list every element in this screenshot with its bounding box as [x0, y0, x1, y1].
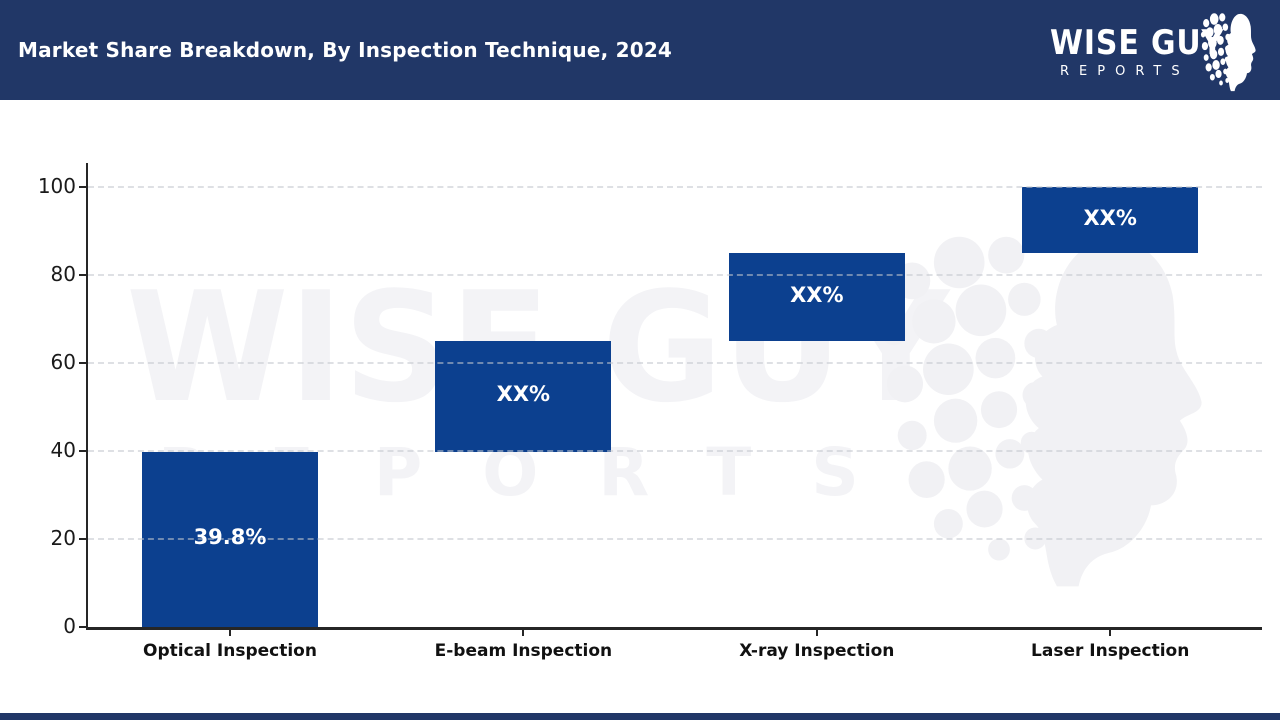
page-title: Market Share Breakdown, By Inspection Te… — [18, 38, 673, 62]
footer-bar — [0, 713, 1280, 720]
header-bar: Market Share Breakdown, By Inspection Te… — [0, 0, 1280, 100]
x-category-label-2: X-ray Inspection — [739, 641, 895, 661]
wiseguy-logo: WISE GUY REPORTS — [1016, 6, 1268, 96]
x-tick-mark-2 — [815, 630, 818, 636]
gridline-60 — [88, 362, 1262, 364]
y-tick-label-80: 80 — [50, 262, 76, 286]
x-category-label-3: Laser Inspection — [1031, 641, 1190, 661]
y-tick-mark-40 — [79, 450, 86, 452]
y-tick-label-60: 60 — [50, 350, 76, 374]
y-tick-label-40: 40 — [50, 438, 76, 462]
y-tick-mark-20 — [79, 538, 86, 540]
x-category-label-0: Optical Inspection — [143, 641, 317, 661]
bar-value-label-2: XX% — [790, 283, 844, 307]
y-tick-mark-100 — [79, 186, 86, 188]
x-axis-line — [86, 627, 1262, 630]
bar-value-label-1: XX% — [496, 382, 551, 407]
gridline-100 — [88, 186, 1262, 188]
bar-value-label-0: 39.8% — [193, 525, 267, 550]
wiseguy-face-watermark — [881, 236, 1202, 587]
x-tick-mark-3 — [1109, 630, 1112, 636]
bar-2 — [728, 253, 905, 341]
y-tick-label-100: 100 — [37, 174, 76, 198]
y-tick-mark-0 — [79, 626, 86, 628]
y-tick-mark-60 — [79, 362, 86, 364]
y-tick-label-20: 20 — [50, 526, 76, 550]
bar-1 — [435, 341, 612, 452]
y-tick-mark-80 — [79, 274, 86, 276]
gridline-40 — [88, 450, 1262, 452]
logo-wordmark: WISE GUY — [1050, 23, 1225, 63]
x-tick-mark-0 — [229, 630, 231, 636]
gridline-20 — [88, 538, 1262, 540]
bar-value-label-3: XX% — [1083, 206, 1137, 230]
wiseguy-face-icon — [1200, 13, 1256, 92]
x-category-label-1: E-beam Inspection — [434, 641, 613, 661]
y-axis-line — [86, 163, 88, 630]
y-tick-label-0: 0 — [63, 614, 76, 638]
gridline-80 — [88, 274, 1262, 276]
logo-sub-reports: REPORTS — [1060, 64, 1190, 79]
x-tick-mark-1 — [522, 630, 525, 636]
bar-3 — [1022, 187, 1199, 253]
